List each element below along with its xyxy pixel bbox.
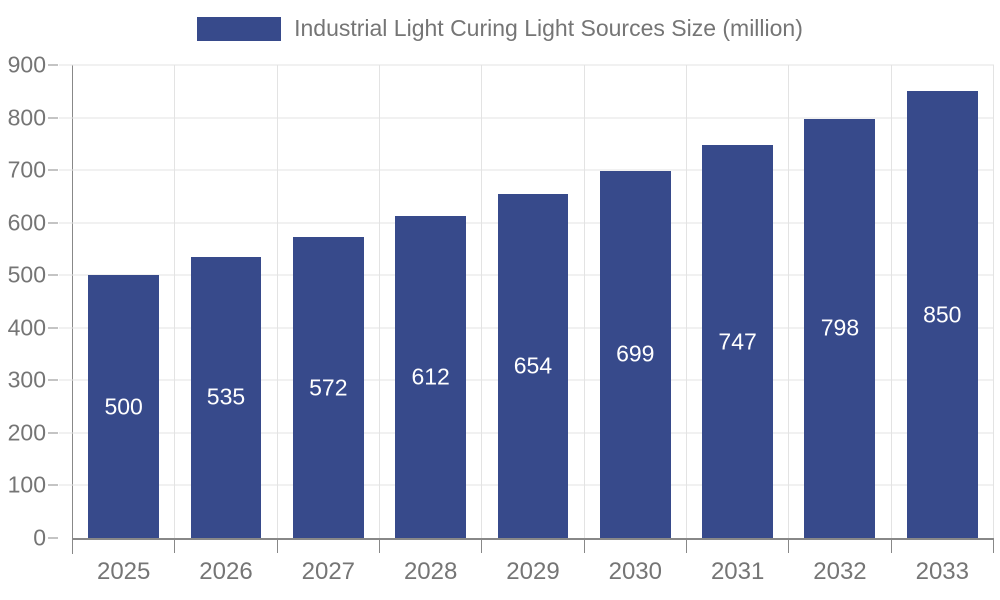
bar: 850 (906, 91, 978, 538)
y-axis-label: 800 (7, 104, 46, 131)
y-tick (48, 379, 58, 381)
y-tick (48, 117, 58, 119)
y-tick (48, 222, 58, 224)
category-cell: 850 2033 (892, 65, 994, 584)
bar: 612 (395, 216, 467, 538)
bar-value-label: 798 (820, 314, 860, 341)
category-cell: 572 2027 (278, 65, 380, 584)
x-axis-label: 2025 (96, 558, 151, 585)
y-axis-label: 400 (7, 314, 46, 341)
x-tick (992, 538, 994, 553)
y-tick (48, 274, 58, 276)
y-tick (48, 327, 58, 329)
category-cell: 699 2030 (585, 65, 687, 584)
y-axis-label: 100 (7, 471, 46, 498)
y-axis-label: 0 (33, 524, 46, 551)
x-axis-label: 2029 (506, 558, 560, 585)
y-axis-label: 700 (7, 156, 46, 183)
bar: 572 (292, 237, 364, 538)
x-axis-label: 2033 (915, 558, 969, 585)
y-axis-label: 900 (7, 51, 46, 78)
x-axis-label: 2028 (403, 558, 458, 585)
y-tick (48, 169, 58, 171)
bar: 535 (190, 256, 262, 538)
bar: 798 (804, 118, 876, 538)
legend-swatch-icon (197, 16, 282, 41)
y-tick (48, 484, 58, 486)
bar-value-label: 850 (923, 301, 962, 328)
bar-value-label: 572 (309, 374, 348, 401)
bar: 500 (88, 275, 160, 538)
category-cell: 798 2032 (789, 65, 892, 584)
legend[interactable]: Industrial Light Curing Light Sources Si… (0, 15, 1000, 41)
x-axis-label: 2027 (301, 558, 356, 585)
y-axis-label: 200 (7, 419, 46, 446)
gridline (59, 64, 994, 66)
bar-series: 500 2025 535 2026 572 2027 612 2028 654 2029 699 20… (73, 65, 994, 584)
category-cell: 747 2031 (687, 65, 790, 584)
bar-value-label: 699 (616, 340, 655, 367)
gridline (59, 117, 994, 119)
x-tick (276, 538, 278, 553)
gridline (59, 169, 994, 171)
plot-area: 500 2025 535 2026 572 2027 612 2028 654 2029 699 20… (8, 53, 994, 584)
category-cell: 500 2025 (73, 65, 176, 584)
category-cell: 535 2026 (175, 65, 278, 584)
bar: 654 (497, 194, 569, 538)
x-tick (378, 538, 380, 553)
x-axis-label: 2032 (813, 558, 867, 585)
x-axis-label: 2026 (199, 558, 253, 585)
y-axis-label: 500 (7, 261, 46, 288)
x-tick (583, 538, 585, 553)
category-cell: 654 2029 (482, 65, 585, 584)
x-tick (890, 538, 892, 553)
y-tick (48, 537, 58, 539)
x-axis-label: 2031 (710, 558, 765, 585)
bar-value-label: 654 (513, 352, 553, 379)
y-tick (48, 432, 58, 434)
x-tick (174, 538, 176, 553)
bar-value-label: 535 (206, 383, 246, 410)
bar-value-label: 500 (104, 393, 143, 420)
category-cell: 612 2028 (380, 65, 483, 584)
y-tick (48, 64, 58, 66)
y-axis-label: 600 (7, 209, 46, 236)
bar-value-label: 747 (718, 328, 757, 355)
bar-value-label: 612 (411, 363, 450, 390)
legend-label: Industrial Light Curing Light Sources Si… (294, 15, 803, 41)
x-tick (481, 538, 483, 553)
bar: 699 (599, 170, 671, 538)
bar: 747 (702, 145, 774, 538)
y-axis-line (72, 538, 73, 554)
y-axis-label: 300 (7, 366, 46, 393)
x-axis-label: 2030 (608, 558, 662, 585)
x-tick (788, 538, 790, 553)
x-tick (685, 538, 687, 553)
